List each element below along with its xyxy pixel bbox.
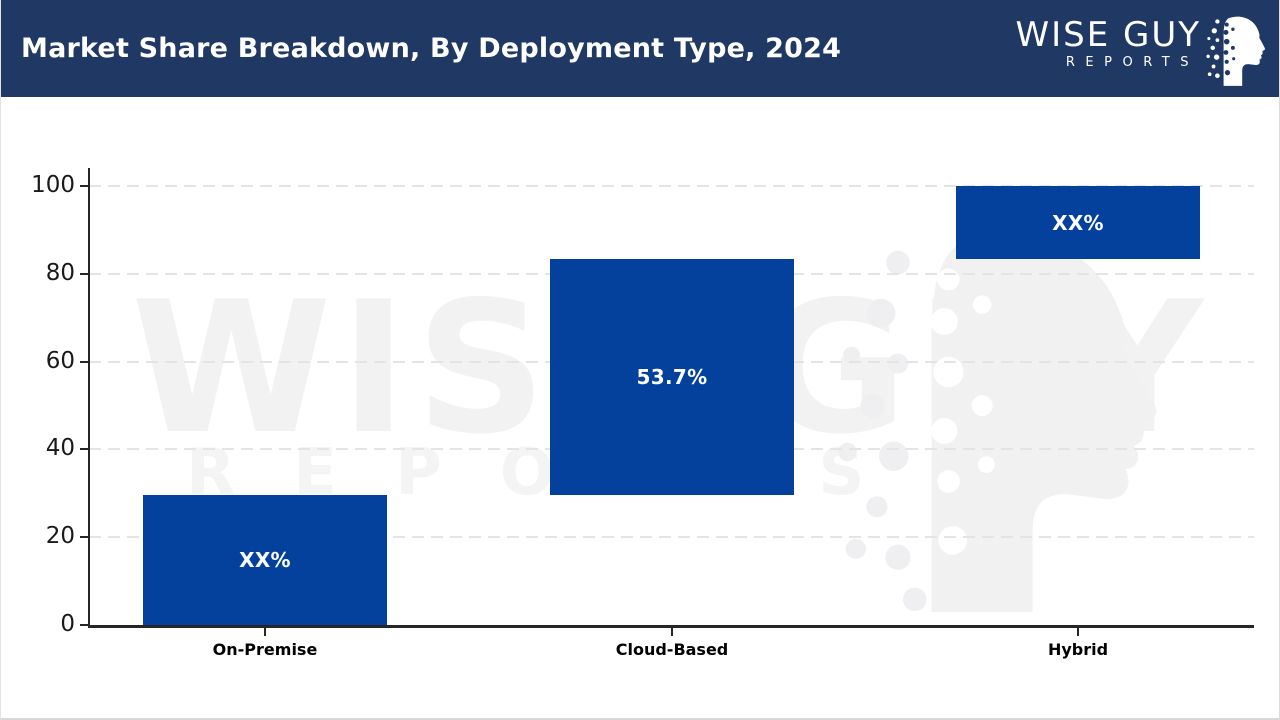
y-tick-label-100: 100 [31, 172, 75, 198]
y-tick-label-80: 80 [45, 259, 75, 286]
y-tick-label-0: 0 [60, 611, 75, 637]
y-tick-20 [80, 536, 88, 539]
y-tick-label-60: 60 [45, 347, 75, 374]
logo-reports-label: REPORTS [1065, 55, 1199, 70]
bar-on-premise: XX% [143, 495, 387, 625]
logo-wiseguy-label: WISE GUY [1015, 15, 1201, 55]
y-tick-40 [80, 448, 88, 451]
gridline-100 [89, 185, 1254, 187]
y-tick-label-20: 20 [45, 523, 75, 550]
header-bar: Market Share Breakdown, By Deployment Ty… [1, 0, 1279, 97]
logo-face-icon [1206, 16, 1265, 86]
x-tick-label-hybrid: Hybrid [1047, 640, 1109, 659]
gridline-20 [89, 536, 1254, 539]
y-tick-0 [80, 624, 88, 626]
y-tick-100 [80, 185, 88, 187]
x-tick-on-premise [264, 628, 266, 636]
bar-cloud-based: 53.7% [550, 259, 794, 496]
logo-text: WISE GUY REPORTS [1015, 18, 1201, 70]
bar-value-label: XX% [1052, 210, 1104, 235]
x-tick-label-on-premise: On-Premise [212, 640, 318, 659]
x-tick-cloud-based [671, 628, 673, 636]
bar-value-label: 53.7% [636, 365, 708, 390]
x-tick-hybrid [1077, 628, 1079, 636]
page-title: Market Share Breakdown, By Deployment Ty… [21, 33, 842, 64]
x-tick-label-cloud-based: Cloud-Based [615, 640, 729, 659]
y-axis-line [88, 168, 90, 627]
bar-value-label: XX% [239, 548, 291, 573]
x-axis-line [88, 625, 1254, 628]
wiseguy-logo: WISE GUY REPORTS [1007, 4, 1267, 94]
y-tick-label-40: 40 [45, 435, 75, 462]
y-tick-80 [80, 272, 88, 275]
bar-hybrid: XX% [956, 186, 1200, 260]
y-tick-60 [80, 360, 88, 363]
